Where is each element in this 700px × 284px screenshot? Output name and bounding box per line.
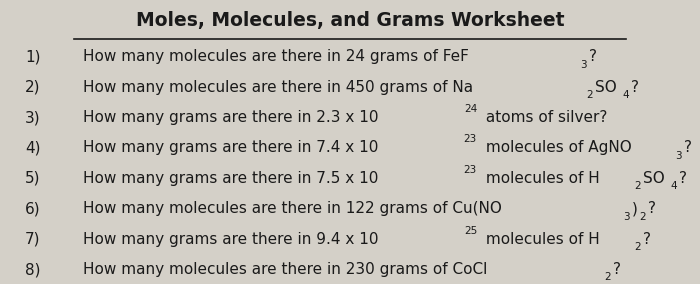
Text: ?: ?	[589, 49, 597, 64]
Text: ?: ?	[613, 262, 621, 277]
Text: 2: 2	[634, 181, 640, 191]
Text: 8): 8)	[25, 262, 41, 277]
Text: 6): 6)	[25, 201, 41, 216]
Text: How many molecules are there in 230 grams of CoCl: How many molecules are there in 230 gram…	[83, 262, 487, 277]
Text: 24: 24	[464, 104, 477, 114]
Text: molecules of AgNO: molecules of AgNO	[481, 141, 631, 155]
Text: How many grams are there in 9.4 x 10: How many grams are there in 9.4 x 10	[83, 232, 378, 247]
Text: 7): 7)	[25, 232, 41, 247]
Text: Moles, Molecules, and Grams Worksheet: Moles, Molecules, and Grams Worksheet	[136, 11, 564, 30]
Text: 3: 3	[580, 60, 587, 70]
Text: 4: 4	[671, 181, 678, 191]
Text: ?: ?	[679, 171, 687, 186]
Text: 23: 23	[463, 165, 477, 175]
Text: ?: ?	[648, 201, 656, 216]
Text: ?: ?	[643, 232, 651, 247]
Text: How many grams are there in 2.3 x 10: How many grams are there in 2.3 x 10	[83, 110, 378, 125]
Text: How many molecules are there in 450 grams of Na: How many molecules are there in 450 gram…	[83, 80, 472, 95]
Text: 23: 23	[463, 134, 477, 145]
Text: ): )	[631, 201, 638, 216]
Text: 4: 4	[622, 90, 629, 100]
Text: SO: SO	[643, 171, 664, 186]
Text: 3): 3)	[25, 110, 41, 125]
Text: 5): 5)	[25, 171, 41, 186]
Text: 2: 2	[634, 242, 640, 252]
Text: How many grams are there in 7.4 x 10: How many grams are there in 7.4 x 10	[83, 141, 378, 155]
Text: 4): 4)	[25, 141, 41, 155]
Text: ?: ?	[684, 141, 692, 155]
Text: 3: 3	[676, 151, 682, 161]
Text: How many grams are there in 7.5 x 10: How many grams are there in 7.5 x 10	[83, 171, 378, 186]
Text: 1): 1)	[25, 49, 41, 64]
Text: molecules of H: molecules of H	[481, 232, 600, 247]
Text: 2: 2	[586, 90, 593, 100]
Text: How many molecules are there in 24 grams of FeF: How many molecules are there in 24 grams…	[83, 49, 468, 64]
Text: 2): 2)	[25, 80, 41, 95]
Text: ?: ?	[631, 80, 639, 95]
Text: 25: 25	[464, 225, 477, 236]
Text: atoms of silver?: atoms of silver?	[481, 110, 608, 125]
Text: 2: 2	[604, 272, 611, 283]
Text: molecules of H: molecules of H	[481, 171, 600, 186]
Text: SO: SO	[594, 80, 616, 95]
Text: 2: 2	[639, 212, 646, 222]
Text: 3: 3	[623, 212, 630, 222]
Text: How many molecules are there in 122 grams of Cu(NO: How many molecules are there in 122 gram…	[83, 201, 501, 216]
